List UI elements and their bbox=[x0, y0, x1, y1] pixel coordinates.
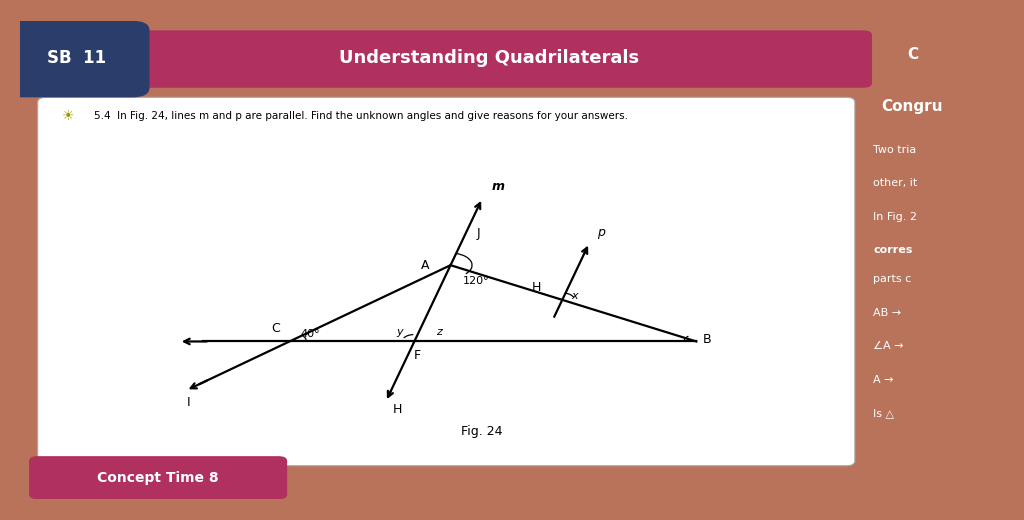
Text: SB  11: SB 11 bbox=[47, 49, 105, 67]
Text: A: A bbox=[421, 259, 429, 272]
Text: In Fig. 2: In Fig. 2 bbox=[873, 212, 918, 222]
Text: F: F bbox=[414, 349, 421, 362]
FancyBboxPatch shape bbox=[29, 456, 287, 499]
Text: 5.4  In Fig. 24, lines m and p are parallel. Find the unknown angles and give re: 5.4 In Fig. 24, lines m and p are parall… bbox=[93, 111, 628, 122]
Text: other, it: other, it bbox=[873, 178, 918, 188]
Text: parts c: parts c bbox=[873, 274, 911, 284]
Text: AB →: AB → bbox=[873, 308, 901, 318]
FancyBboxPatch shape bbox=[3, 21, 150, 97]
Text: J: J bbox=[477, 227, 480, 240]
Text: A →: A → bbox=[873, 374, 894, 385]
Text: Concept Time 8: Concept Time 8 bbox=[97, 471, 219, 485]
Text: 40°: 40° bbox=[300, 329, 321, 339]
Text: H: H bbox=[531, 281, 541, 294]
Text: y: y bbox=[396, 327, 403, 337]
Text: ∠A →: ∠A → bbox=[873, 341, 904, 351]
Text: x: x bbox=[571, 291, 579, 302]
Text: m: m bbox=[492, 180, 505, 193]
Text: Is △: Is △ bbox=[873, 408, 894, 418]
Text: z: z bbox=[436, 327, 441, 337]
Text: corres: corres bbox=[873, 245, 912, 255]
Text: H: H bbox=[393, 404, 402, 417]
Text: ☀: ☀ bbox=[61, 110, 74, 123]
Text: C: C bbox=[271, 322, 281, 335]
Text: p: p bbox=[597, 227, 604, 240]
Text: I: I bbox=[187, 396, 190, 409]
Text: Understanding Quadrilaterals: Understanding Quadrilaterals bbox=[339, 49, 639, 67]
Text: 120°: 120° bbox=[463, 276, 489, 285]
Text: Fig. 24: Fig. 24 bbox=[461, 425, 502, 438]
FancyBboxPatch shape bbox=[106, 30, 872, 88]
Text: B: B bbox=[702, 333, 711, 346]
Text: Congru: Congru bbox=[881, 99, 943, 114]
FancyBboxPatch shape bbox=[38, 97, 855, 466]
Text: C: C bbox=[907, 47, 919, 62]
Text: Two tria: Two tria bbox=[873, 145, 916, 155]
